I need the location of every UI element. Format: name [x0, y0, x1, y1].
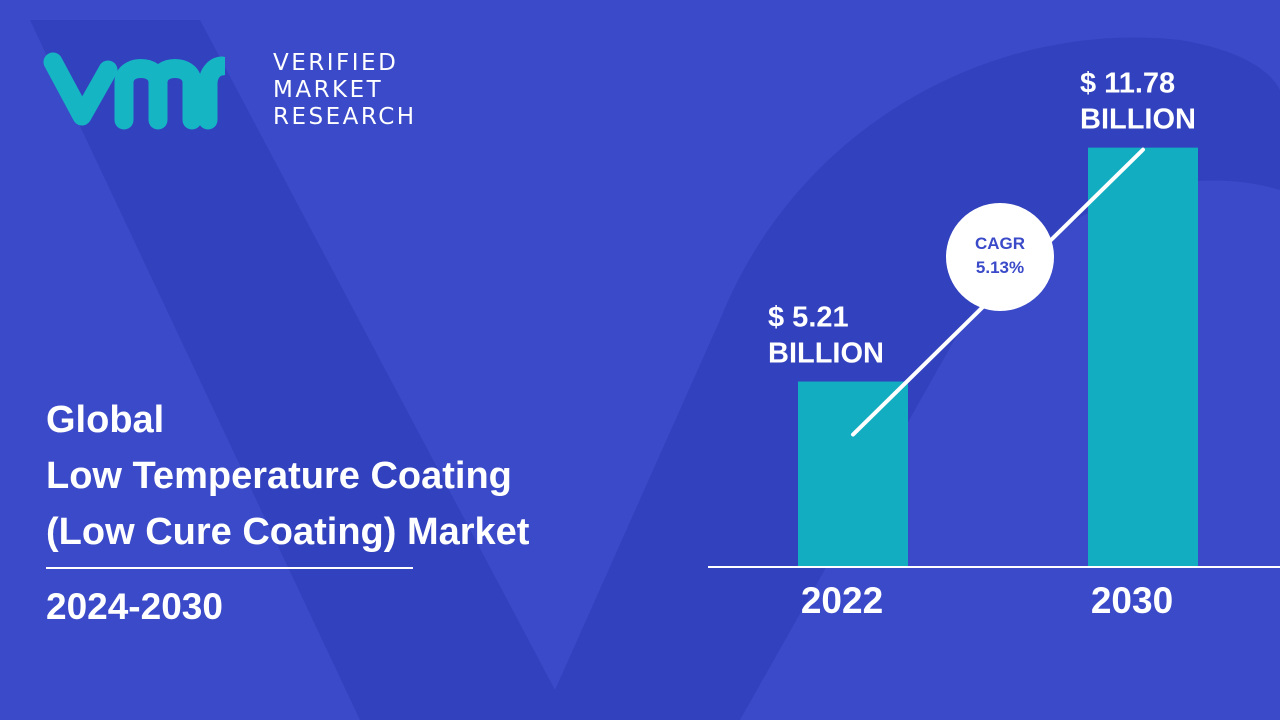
title-line-2: Low Temperature Coating — [46, 455, 512, 497]
value-label-2022-line-2: BILLION — [768, 338, 884, 370]
x-tick-label-2030: 2030 — [1091, 580, 1173, 621]
report-title: Global Low Temperature Coating (Low Cure… — [46, 392, 529, 560]
vmr-logo-icon — [43, 52, 225, 130]
forecast-period: 2024-2030 — [46, 586, 223, 627]
cagr-value: 5.13% — [976, 258, 1024, 277]
x-tick-label-2022: 2022 — [801, 580, 883, 621]
title-line-3: (Low Cure Coating) Market — [46, 511, 530, 553]
bar-2022 — [798, 381, 908, 567]
title-line-1: Global — [46, 399, 165, 441]
value-label-2022-line-1: $ 5.21 — [768, 302, 849, 334]
cagr-badge — [946, 203, 1054, 311]
brand-line-2: MARKET — [273, 77, 384, 103]
value-label-2030-line-1: $ 11.78 — [1080, 68, 1175, 100]
brand-logo: VERIFIED MARKET RESEARCH — [40, 50, 414, 130]
bar-2030 — [1088, 147, 1198, 567]
background-v-shape — [30, 20, 1280, 720]
brand-line-3: RESEARCH — [273, 104, 417, 130]
brand-line-1: VERIFIED — [273, 50, 399, 76]
cagr-label: CAGR — [975, 234, 1025, 253]
value-label-2030-line-2: BILLION — [1080, 104, 1196, 136]
title-divider — [46, 567, 413, 569]
